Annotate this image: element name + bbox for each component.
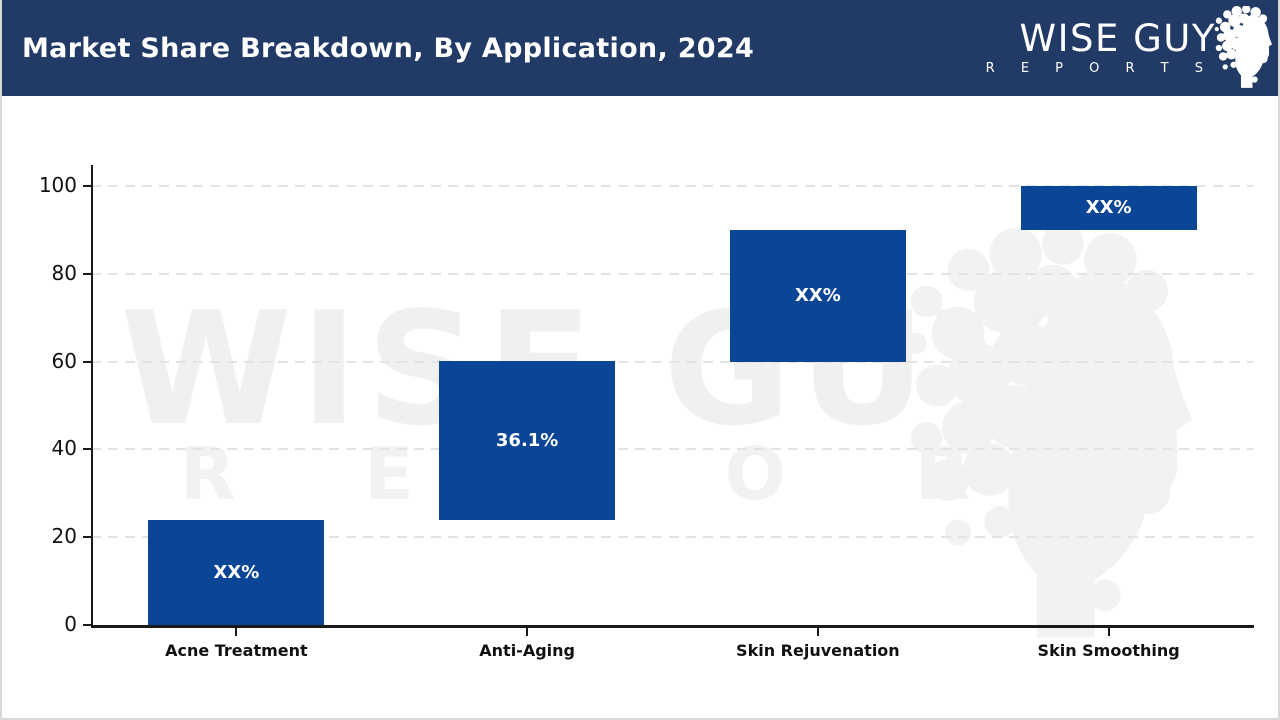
gridline-80: [91, 272, 1254, 275]
y-axis: [91, 165, 93, 627]
page-title: Market Share Breakdown, By Application, …: [22, 32, 755, 64]
bar-acne-treatment: XX%: [148, 519, 325, 625]
y-tick-40: [83, 448, 91, 451]
gridline-100: [91, 185, 1254, 187]
brand-name-text: WISE GUY: [1019, 17, 1216, 61]
y-tick-20: [83, 536, 91, 539]
y-tick-label-20: 20: [51, 524, 77, 549]
bar-skin-rejuvenation: XX%: [729, 229, 906, 362]
bar-value-label: XX%: [1085, 197, 1132, 219]
y-tick-100: [83, 185, 91, 187]
y-tick-80: [83, 272, 91, 275]
bar-value-label: 36.1%: [495, 429, 559, 451]
x-tick-label-2: Skin Rejuvenation: [736, 641, 900, 660]
x-tick-2: [816, 628, 819, 636]
y-tick-label-80: 80: [51, 260, 77, 285]
y-tick-0: [83, 624, 91, 626]
bar-value-label: XX%: [794, 285, 841, 307]
gridline-60: [91, 360, 1254, 363]
x-tick-3: [1107, 628, 1110, 636]
gridline-40: [91, 448, 1254, 451]
brand-reports-text: R E P O R T S: [985, 60, 1214, 76]
y-tick-60: [83, 360, 91, 363]
bar-anti-aging: 36.1%: [439, 361, 616, 520]
header-bar: Market Share Breakdown, By Application, …: [2, 0, 1278, 96]
x-tick-label-1: Anti-Aging: [479, 641, 575, 660]
x-axis: [91, 625, 1254, 628]
x-tick-label-0: Acne Treatment: [165, 641, 308, 660]
brand-wordmark: WISE GUY R E P O R T S: [985, 17, 1216, 76]
y-tick-label-100: 100: [38, 173, 77, 197]
watermark-face-icon: [905, 228, 1193, 638]
brand-face-icon: [1214, 6, 1273, 88]
x-tick-0: [235, 628, 238, 636]
y-tick-label-40: 40: [51, 436, 77, 461]
x-tick-1: [526, 628, 529, 636]
gridline-20: [91, 536, 1254, 539]
brand-logo: WISE GUY R E P O R T S: [986, 6, 1274, 90]
x-tick-label-3: Skin Smoothing: [1037, 641, 1180, 660]
bar-skin-smoothing: XX%: [1020, 186, 1197, 230]
bar-value-label: XX%: [213, 561, 260, 583]
y-tick-label-60: 60: [51, 348, 77, 373]
y-tick-label-0: 0: [64, 612, 77, 636]
